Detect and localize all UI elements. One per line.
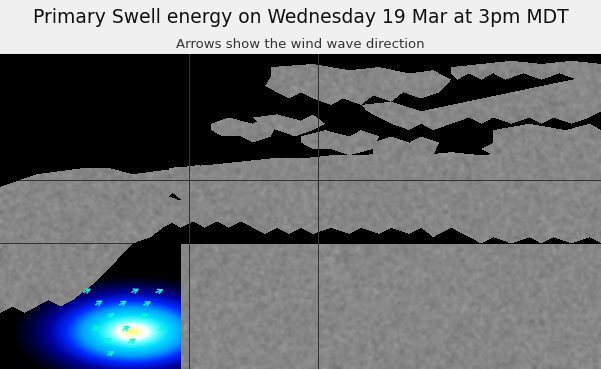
- Text: Primary Swell energy on Wednesday 19 Mar at 3pm MDT: Primary Swell energy on Wednesday 19 Mar…: [32, 8, 569, 27]
- Text: Arrows show the wind wave direction: Arrows show the wind wave direction: [176, 38, 425, 51]
